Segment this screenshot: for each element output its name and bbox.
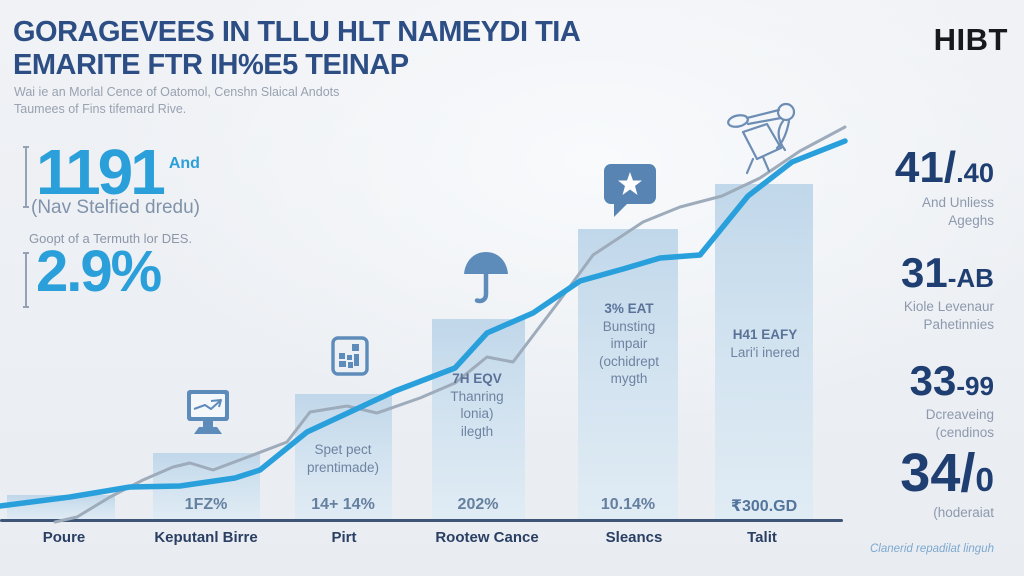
x-label-pirt: Pirt [331, 529, 357, 546]
stat-label: Goopt of a Termuth lor DES. [29, 231, 193, 246]
bar-value: 10.14% [600, 496, 656, 513]
x-label-talit: Talit [747, 529, 777, 546]
x-label-keputanl-birre: Keputanl Birre [154, 529, 258, 546]
brand-logo: HIBT [933, 22, 1008, 57]
x-label-rootew-cance: Rootew Cance [435, 529, 539, 546]
stat-caption: (Nav Stelfied dredu) [31, 197, 200, 218]
page-subtitle: Wai ie an Morlal Cence of Oatomol, Censh… [14, 85, 340, 116]
bar-value: 202% [457, 496, 499, 513]
footnote: Clanerid repadilat linguh [869, 543, 994, 555]
page-title-line1: GORAGEVEES IN TLLU HLT NAMEYDI TIA [13, 16, 581, 48]
x-label-sleancs: Sleancs [605, 529, 663, 546]
stat-marker [23, 252, 29, 308]
bar-annotation: 3% EAT Bunsting impair (ochidrept mygth [598, 301, 660, 386]
bar-annotation: H41 EAFY Lari'i inered [730, 327, 800, 360]
stat-percentage: 2.9% [36, 239, 162, 304]
bar-annotation: 7H EQV Thanring lonia) ilegth [450, 371, 504, 439]
blue-trend-line [0, 138, 848, 509]
bar-talit [715, 184, 813, 521]
monitor-icon [181, 388, 235, 441]
grid-chart-icon [330, 334, 370, 383]
x-label-poure: Poure [42, 529, 86, 546]
page-title: GORAGEVEES IN TLLU HLT NAMEYDI TIA EMARI… [13, 16, 581, 82]
right-stat-3: 33-99 Dcreaveing (cendinos [909, 357, 994, 441]
stat-big-number: 1191 And [36, 136, 200, 208]
page-title-line2: EMARITE FTR IH%E5 TEINAP [13, 49, 409, 81]
gray-trend-line [53, 125, 847, 524]
bar-value: 14+ 14% [311, 496, 375, 513]
bar-annotation: Spet pect prentimade) [306, 442, 380, 475]
bar-value: ₹300.GD [730, 498, 798, 515]
chat-star-icon [602, 162, 658, 223]
sketch-figure-icon [722, 98, 810, 185]
x-axis-line [0, 519, 843, 522]
bar-value: 1FZ% [184, 496, 228, 513]
umbrella-icon [462, 250, 510, 311]
right-stat-2: 31-AB Kiole Levenaur Pahetinnies [901, 249, 994, 333]
bar-rootew-cance [432, 319, 525, 521]
right-stat-1: 41/.40 And Unliess Ageghs [894, 143, 994, 229]
right-stat-4: 34/0 (hoderaiat [900, 443, 994, 520]
stat-marker [23, 146, 29, 208]
